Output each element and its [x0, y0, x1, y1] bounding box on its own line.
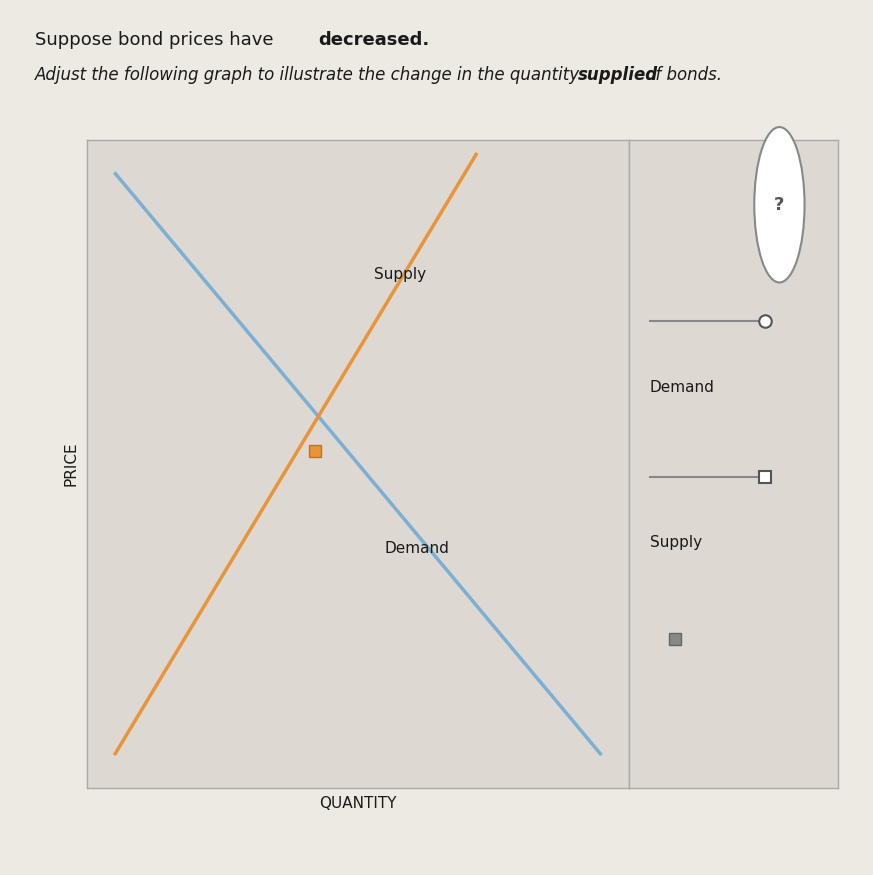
Text: ?: ? [774, 196, 785, 214]
Text: Adjust the following graph to illustrate the change in the quantity: Adjust the following graph to illustrate… [35, 66, 585, 84]
Text: Supply: Supply [375, 268, 426, 283]
X-axis label: QUANTITY: QUANTITY [320, 796, 396, 811]
Text: Demand: Demand [650, 380, 714, 395]
Text: supplied: supplied [578, 66, 658, 84]
Circle shape [754, 127, 805, 283]
Y-axis label: PRICE: PRICE [64, 441, 79, 487]
Text: Demand: Demand [385, 542, 450, 556]
Text: Suppose bond prices have: Suppose bond prices have [35, 31, 279, 49]
Text: decreased.: decreased. [319, 31, 430, 49]
Text: of bonds.: of bonds. [640, 66, 722, 84]
Text: Supply: Supply [650, 535, 702, 550]
